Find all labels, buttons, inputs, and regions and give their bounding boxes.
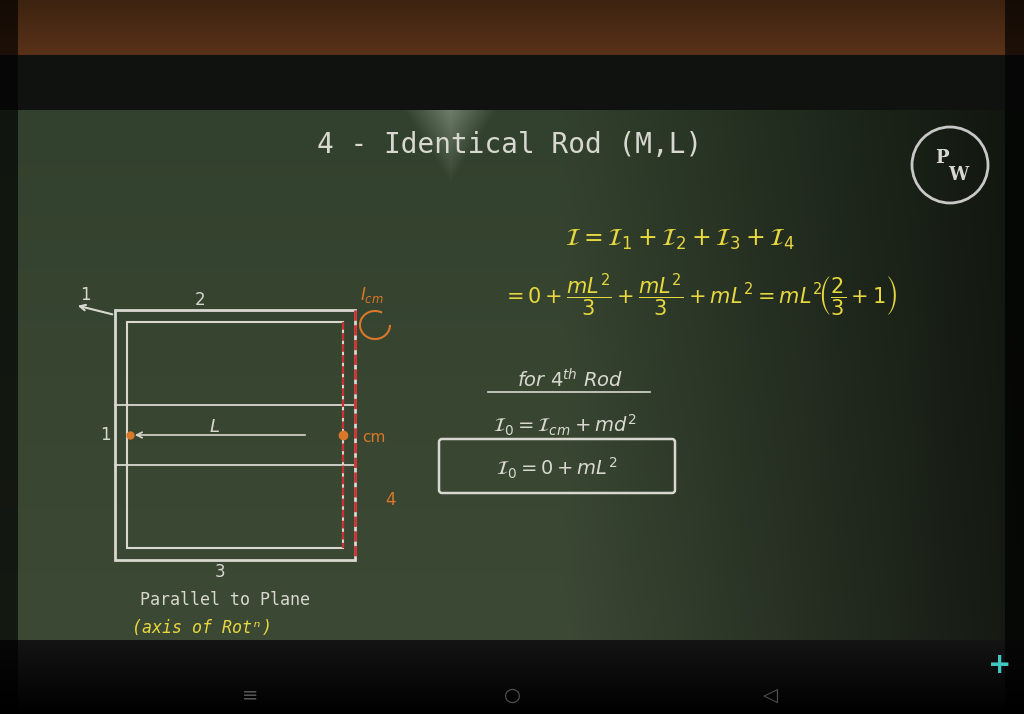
Text: +: + <box>988 651 1012 679</box>
Text: $= 0 + \dfrac{mL^2}{3} + \dfrac{mL^2}{3} + mL^2 = mL^2\!\left(\dfrac{2}{3}+1\rig: $= 0 + \dfrac{mL^2}{3} + \dfrac{mL^2}{3}… <box>502 271 898 319</box>
Text: ○: ○ <box>504 685 520 705</box>
Text: $\mathcal{I}_0 = \mathcal{I}_{cm} + md^2$: $\mathcal{I}_0 = \mathcal{I}_{cm} + md^2… <box>494 413 637 438</box>
Text: 4: 4 <box>385 491 395 509</box>
Text: P: P <box>935 149 949 167</box>
Text: (axis of Rotⁿ): (axis of Rotⁿ) <box>132 619 272 637</box>
Bar <box>115 310 355 560</box>
Bar <box>127 322 343 548</box>
Text: cm: cm <box>362 430 385 445</box>
Text: ≡: ≡ <box>242 685 258 705</box>
Text: for $4^{th}$ Rod: for $4^{th}$ Rod <box>517 368 624 391</box>
Text: 1: 1 <box>80 286 90 304</box>
Text: $\mathcal{I} = \mathcal{I}_1 + \mathcal{I}_2 + \mathcal{I}_3 + \mathcal{I}_4$: $\mathcal{I} = \mathcal{I}_1 + \mathcal{… <box>565 228 795 252</box>
Text: L: L <box>210 418 220 436</box>
Text: 2: 2 <box>195 291 206 309</box>
Text: 4 - Identical Rod (M,L): 4 - Identical Rod (M,L) <box>317 131 702 159</box>
Text: $I_{cm}$: $I_{cm}$ <box>360 285 384 305</box>
Text: ◁: ◁ <box>763 685 777 705</box>
Text: 1: 1 <box>99 426 111 444</box>
Text: Parallel to Plane: Parallel to Plane <box>140 591 310 609</box>
Text: 3: 3 <box>215 563 225 581</box>
Text: $\mathcal{I}_0 = 0 + mL^2$: $\mathcal{I}_0 = 0 + mL^2$ <box>497 456 617 481</box>
Text: W: W <box>948 166 968 184</box>
